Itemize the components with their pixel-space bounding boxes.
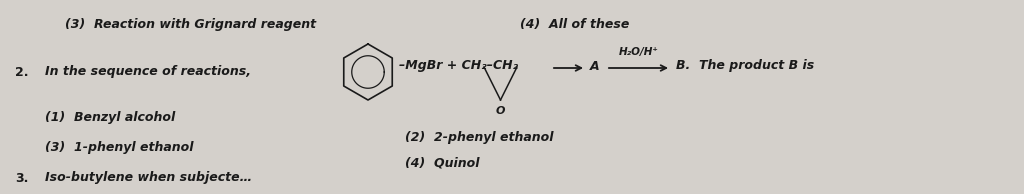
Text: B.  The product B is: B. The product B is	[676, 60, 814, 73]
Text: Iso-butylene when subjecte…: Iso-butylene when subjecte…	[45, 171, 252, 184]
Text: (2)  2-phenyl ethanol: (2) 2-phenyl ethanol	[406, 132, 554, 145]
Text: (1)  Benzyl alcohol: (1) Benzyl alcohol	[45, 112, 175, 125]
Text: H₂O/H⁺: H₂O/H⁺	[618, 47, 658, 57]
Text: In the sequence of reactions,: In the sequence of reactions,	[45, 66, 251, 79]
Text: 3.: 3.	[15, 171, 29, 184]
Text: (3)  1-phenyl ethanol: (3) 1-phenyl ethanol	[45, 141, 194, 154]
Text: A: A	[590, 60, 600, 73]
Text: 2.: 2.	[15, 66, 29, 79]
Text: (4)  Quinol: (4) Quinol	[406, 157, 479, 170]
Text: –MgBr + CH₂–CH₂: –MgBr + CH₂–CH₂	[399, 60, 518, 73]
Text: O: O	[496, 106, 505, 116]
Text: (4)  All of these: (4) All of these	[520, 18, 630, 31]
Text: (3)  Reaction with Grignard reagent: (3) Reaction with Grignard reagent	[65, 18, 316, 31]
